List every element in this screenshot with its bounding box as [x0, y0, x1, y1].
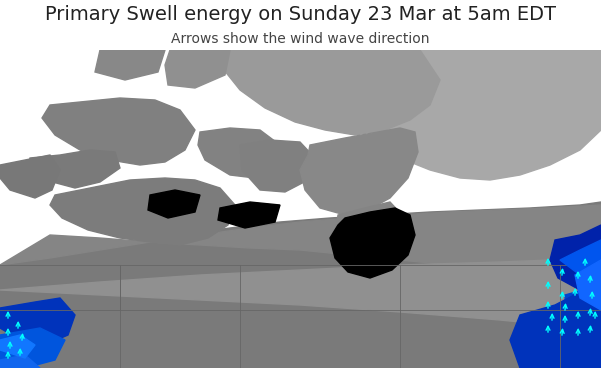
Polygon shape	[0, 155, 60, 198]
Polygon shape	[220, 50, 440, 135]
Polygon shape	[510, 280, 601, 368]
Polygon shape	[360, 50, 601, 180]
Polygon shape	[0, 335, 35, 358]
Polygon shape	[0, 205, 601, 280]
Text: Arrows show the wind wave direction: Arrows show the wind wave direction	[171, 32, 430, 46]
Polygon shape	[0, 328, 65, 368]
Polygon shape	[335, 202, 405, 252]
Polygon shape	[330, 208, 415, 278]
Polygon shape	[218, 202, 280, 228]
Polygon shape	[28, 150, 120, 188]
Polygon shape	[165, 50, 230, 88]
Polygon shape	[560, 240, 601, 280]
Polygon shape	[50, 178, 235, 245]
Polygon shape	[565, 275, 601, 368]
Polygon shape	[300, 128, 418, 215]
Text: Primary Swell energy on Sunday 23 Mar at 5am EDT: Primary Swell energy on Sunday 23 Mar at…	[45, 6, 556, 25]
Polygon shape	[575, 260, 601, 310]
Polygon shape	[550, 225, 601, 300]
Polygon shape	[95, 50, 165, 80]
Polygon shape	[0, 355, 40, 368]
Polygon shape	[42, 98, 195, 165]
Polygon shape	[0, 202, 601, 368]
Polygon shape	[148, 190, 200, 218]
Polygon shape	[0, 258, 601, 330]
Polygon shape	[198, 128, 280, 178]
Polygon shape	[240, 140, 315, 192]
Polygon shape	[0, 298, 75, 345]
